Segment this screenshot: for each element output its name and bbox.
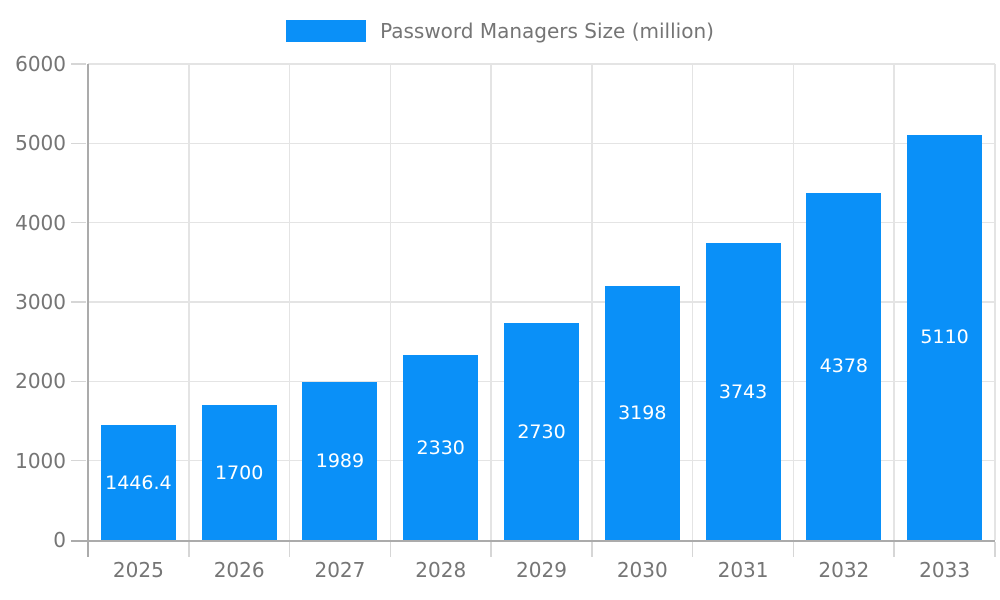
gridline-h xyxy=(88,301,995,303)
y-axis-label: 4000 xyxy=(15,210,66,235)
gridline-v xyxy=(188,64,190,540)
bar-value-label: 1446.4 xyxy=(105,471,172,494)
x-tick-mark xyxy=(389,542,392,557)
x-axis-label: 2033 xyxy=(919,558,971,582)
bar-value-label: 4378 xyxy=(819,355,868,378)
legend-swatch xyxy=(286,20,367,42)
bar-2028: 2330 xyxy=(403,355,479,540)
legend-label: Password Managers Size (million) xyxy=(380,19,714,43)
bar-2029: 2730 xyxy=(504,323,579,540)
y-tick-mark xyxy=(71,142,86,145)
y-axis-label: 1000 xyxy=(15,448,66,473)
x-axis-label: 2026 xyxy=(213,558,265,582)
x-axis-label: 2030 xyxy=(616,558,668,582)
x-tick-mark xyxy=(893,542,895,557)
x-tick-mark xyxy=(792,542,795,557)
y-tick-mark xyxy=(71,63,86,65)
x-tick-mark xyxy=(188,542,190,557)
x-axis-label: 2025 xyxy=(112,558,164,582)
bar-2032: 4378 xyxy=(806,192,882,540)
y-tick-mark xyxy=(71,459,86,462)
bar-2033: 5110 xyxy=(907,134,983,540)
gridline-v xyxy=(691,64,694,540)
bar-2027: 1989 xyxy=(302,382,378,540)
gridline-v xyxy=(288,64,291,540)
y-axis-label: 5000 xyxy=(15,131,66,156)
gridline-h xyxy=(88,221,995,224)
y-axis-label: 0 xyxy=(53,528,66,552)
y-axis-label: 6000 xyxy=(15,52,66,76)
bar-value-label: 1700 xyxy=(214,461,264,484)
y-axis-line xyxy=(86,64,89,557)
gridline-v xyxy=(792,64,795,540)
chart-legend: Password Managers Size (million) xyxy=(0,18,1000,44)
x-tick-mark xyxy=(591,542,593,557)
y-tick-mark xyxy=(71,221,86,224)
gridline-v xyxy=(490,64,492,540)
bar-2026: 1700 xyxy=(201,405,277,540)
x-axis-label: 2027 xyxy=(314,558,366,582)
gridline-v xyxy=(591,64,593,540)
bar-2031: 3743 xyxy=(705,243,781,540)
gridline-v xyxy=(994,64,996,540)
y-tick-mark xyxy=(71,380,86,383)
x-tick-mark xyxy=(288,542,291,557)
x-tick-mark xyxy=(490,542,492,557)
x-axis-label: 2028 xyxy=(415,558,467,582)
bar-value-label: 2730 xyxy=(517,420,566,443)
bar-value-label: 3743 xyxy=(718,380,768,403)
gridline-h xyxy=(88,63,995,65)
x-axis-line xyxy=(71,540,995,542)
y-axis-label: 2000 xyxy=(15,369,66,394)
gridline-v xyxy=(893,64,895,540)
bar-value-label: 2330 xyxy=(416,436,465,459)
bar-value-label: 3198 xyxy=(618,402,667,425)
gridline-h xyxy=(88,142,995,145)
x-tick-mark xyxy=(691,542,694,557)
y-axis-label: 3000 xyxy=(15,290,66,314)
bar-2030: 3198 xyxy=(604,286,680,540)
x-tick-mark xyxy=(994,542,996,557)
bar-2025: 1446.4 xyxy=(100,425,176,540)
x-axis-label: 2032 xyxy=(818,558,870,582)
bar-value-label: 5110 xyxy=(920,326,969,349)
x-axis-label: 2029 xyxy=(516,558,567,582)
bar-value-label: 1989 xyxy=(315,450,365,473)
gridline-v xyxy=(389,64,392,540)
y-tick-mark xyxy=(71,301,86,303)
x-axis-label: 2031 xyxy=(717,558,769,582)
